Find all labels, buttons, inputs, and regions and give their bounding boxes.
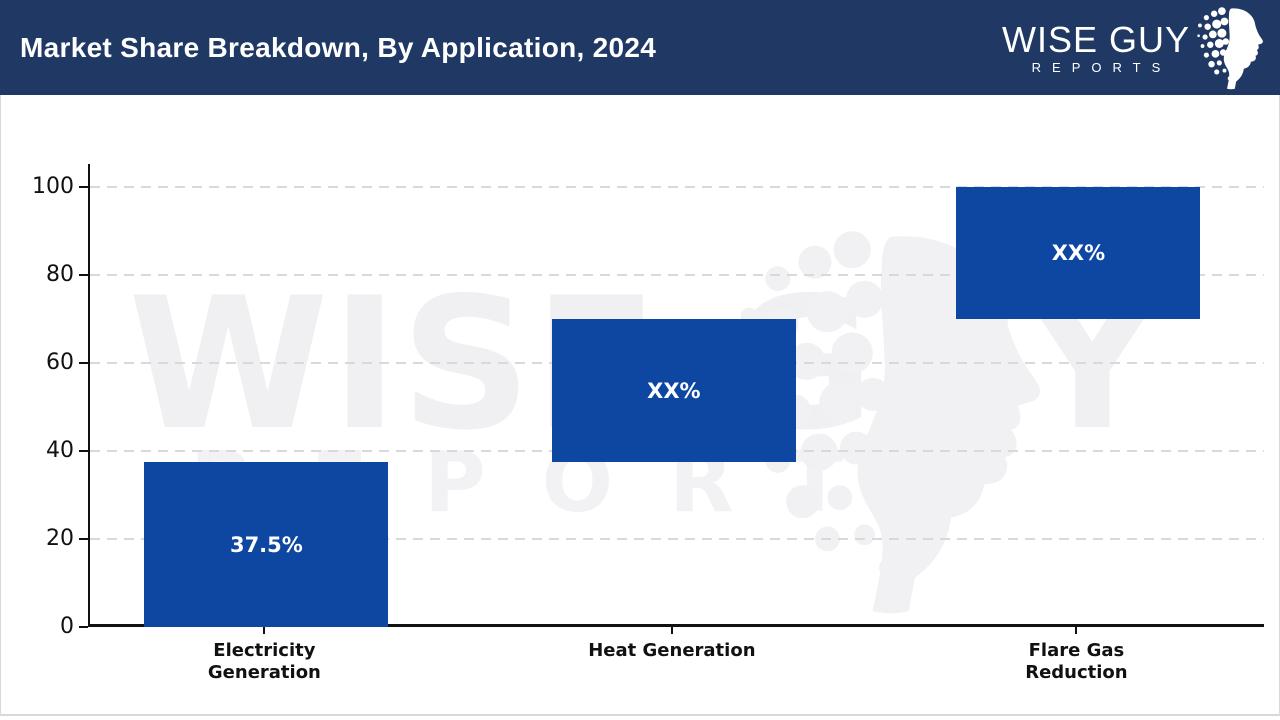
page-title: Market Share Breakdown, By Application, …: [20, 31, 657, 63]
y-tick-label: 0: [60, 614, 74, 639]
x-axis-tick: [670, 627, 673, 634]
y-tick-label: 40: [46, 438, 74, 463]
bar-value-label: 37.5%: [229, 532, 303, 557]
gridline: [90, 274, 1264, 276]
y-axis-tick: [79, 274, 88, 276]
y-axis-tick: [79, 626, 88, 628]
y-tick-label: 80: [46, 262, 74, 287]
wiseguy-logo-text: WISE GUY REPORTS: [1001, 18, 1190, 75]
x-axis-tick: [263, 627, 266, 634]
y-axis-tick: [79, 362, 88, 364]
x-axis-label-line: Reduction: [1025, 662, 1128, 683]
y-tick-label: 60: [46, 350, 74, 375]
wiseguy-logo: WISE GUY REPORTS: [1002, 6, 1266, 90]
y-axis-tick: [79, 538, 88, 540]
watermark-face-icon: [715, 225, 1195, 629]
wiseguy-face-icon: [1192, 6, 1266, 90]
x-axis-label: Heat Generation: [512, 640, 832, 662]
x-axis-label-line: Flare Gas: [1028, 640, 1125, 661]
plot-area: 37.5% XX% XX%: [88, 164, 1264, 627]
bar-value-label: XX%: [647, 378, 701, 403]
x-axis-label: Flare Gas Reduction: [916, 640, 1236, 684]
y-axis-tick: [79, 450, 88, 452]
x-axis-label-line: Heat Generation: [588, 640, 756, 661]
bar: XX%: [956, 187, 1201, 319]
x-axis-label-line: Electricity: [213, 640, 316, 661]
y-tick-label: 100: [32, 174, 74, 199]
logo-subtitle: REPORTS: [1031, 59, 1172, 75]
header-bar: Market Share Breakdown, By Application, …: [0, 0, 1280, 95]
chart: WISE GUY REPORTS 37.5%XX%XX% 02040608010…: [0, 95, 1280, 716]
bar: XX%: [551, 319, 796, 462]
x-axis-label: Electricity Generation: [104, 640, 424, 684]
gridline: [90, 186, 1264, 188]
x-axis-tick: [1075, 627, 1078, 634]
logo-wordmark: WISE GUY: [1001, 18, 1190, 60]
bar-value-label: XX%: [1051, 241, 1106, 265]
gridline: [90, 538, 1264, 540]
x-axis-label-line: Generation: [207, 662, 321, 683]
y-tick-label: 20: [46, 526, 74, 551]
y-axis-tick: [79, 186, 88, 188]
bar: 37.5%: [144, 462, 389, 627]
